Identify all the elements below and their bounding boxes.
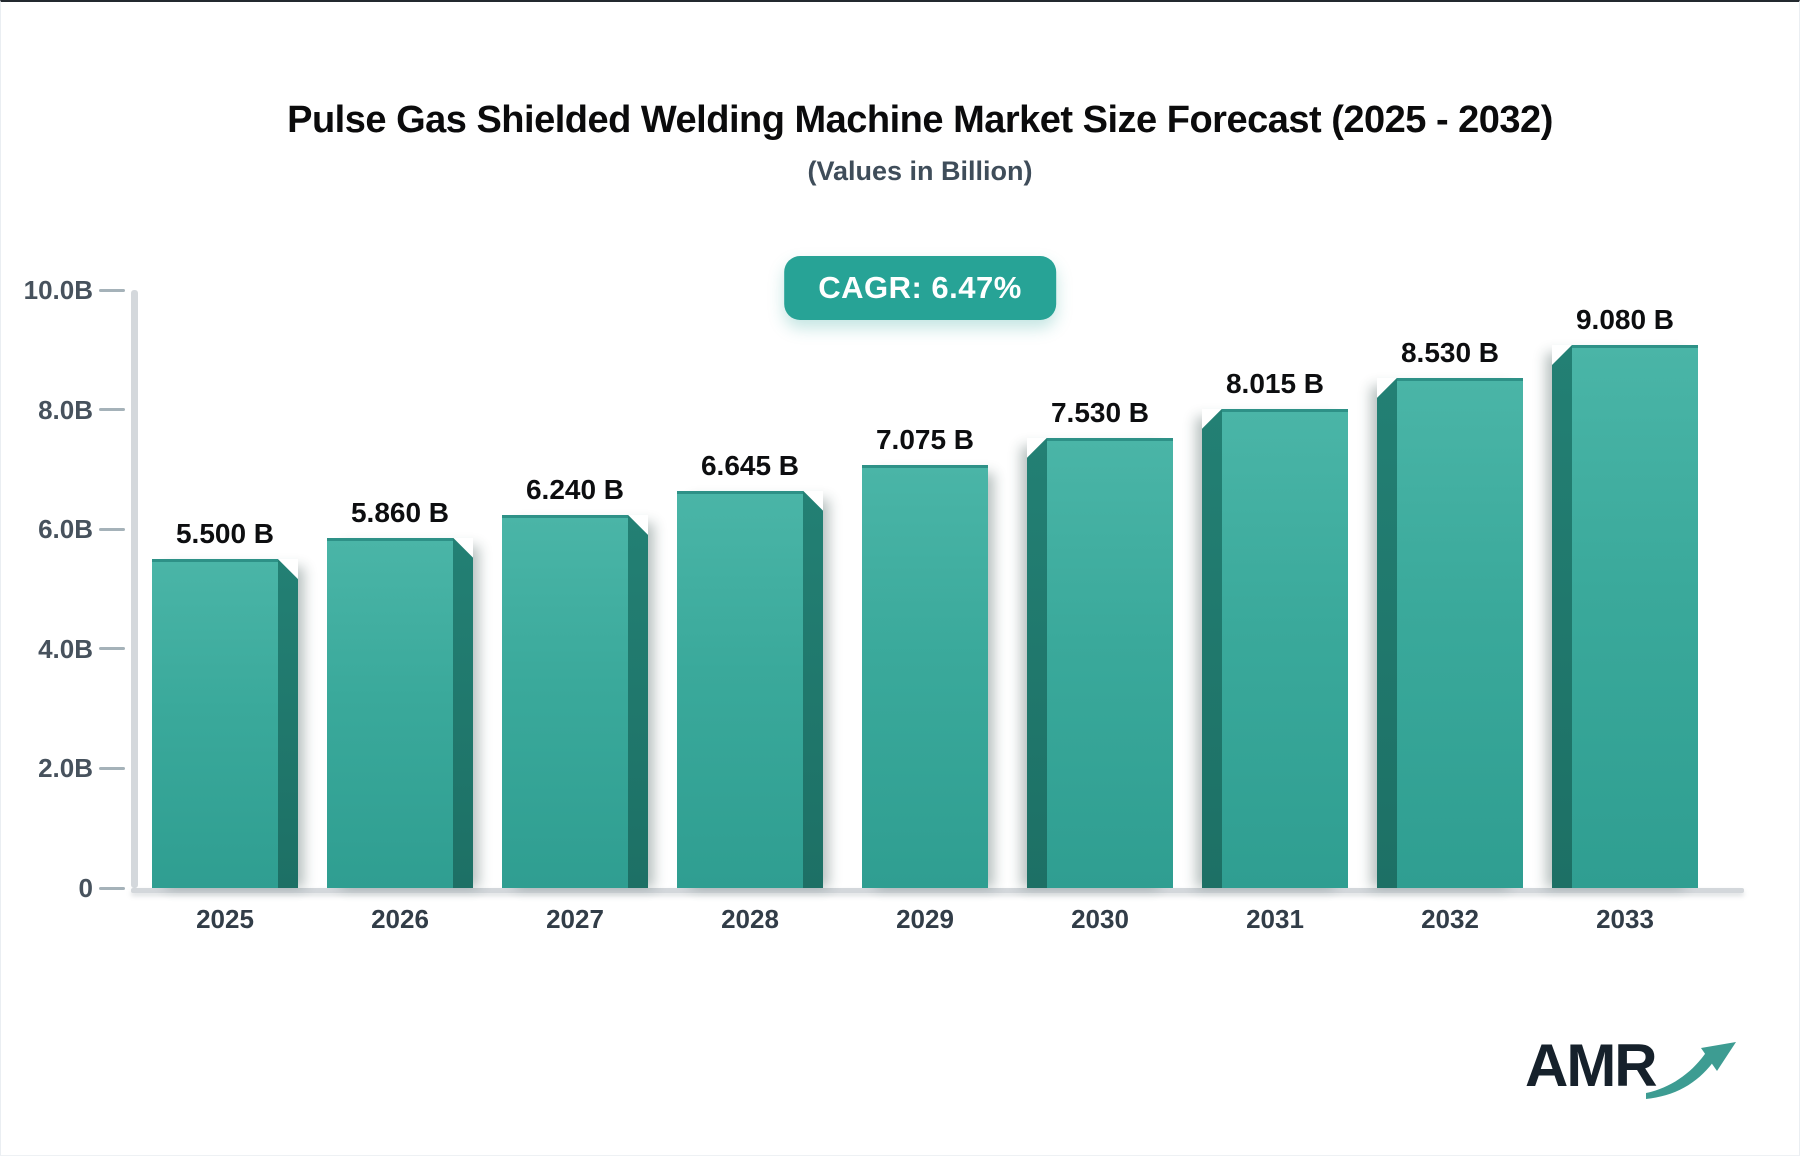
bar-2028[interactable] [677, 490, 823, 888]
bar-value-label: 6.240 B [525, 473, 625, 505]
bar-value-label: 5.860 B [350, 496, 450, 528]
bar-2030[interactable] [1027, 437, 1173, 888]
bar-value-label: 6.645 B [700, 449, 800, 481]
y-axis-line [131, 290, 138, 888]
bar-face [152, 559, 278, 888]
bar-face [677, 490, 803, 888]
bar-face [862, 464, 988, 888]
chart-subtitle: (Values in Billion) [807, 156, 1033, 186]
y-tick-label: 6.0B [38, 514, 93, 545]
y-tick-label: 4.0B [38, 633, 93, 664]
cagr-badge: CAGR: 6.47% [784, 256, 1056, 320]
y-tick-label: 2.0B [38, 753, 93, 784]
chart-title: Pulse Gas Shielded Welding Machine Marke… [287, 99, 1553, 141]
amr-logo-text: AMR [1525, 1032, 1658, 1099]
bar-3d-side [278, 559, 298, 888]
growth-arrow-icon [1645, 1042, 1736, 1099]
y-tick-label: 0 [78, 873, 93, 903]
bar-face [1047, 437, 1173, 888]
bar-face [327, 537, 453, 888]
y-tick-mark [99, 647, 125, 651]
bar-3d-side [1552, 345, 1572, 888]
y-tick-mark [99, 288, 125, 292]
bar-2029[interactable] [862, 464, 988, 888]
bar-value-label: 9.080 B [1575, 304, 1675, 336]
category-label-2027: 2027 [546, 904, 604, 934]
category-label-2029: 2029 [896, 904, 954, 934]
bar-3d-side [628, 514, 648, 888]
bar-3d-side [453, 537, 473, 888]
bar-2026[interactable] [327, 537, 473, 888]
bar-face [1222, 408, 1348, 888]
bar-3d-side [1027, 437, 1047, 888]
category-label-2026: 2026 [371, 904, 429, 934]
bar-3d-side [1377, 377, 1397, 888]
bar-3d-side [803, 490, 823, 888]
bar-value-label: 8.015 B [1225, 367, 1325, 399]
y-tick-mark [99, 408, 125, 412]
bar-value-label: 5.500 B [175, 518, 275, 550]
category-label-2030: 2030 [1071, 904, 1129, 934]
category-label-2031: 2031 [1246, 904, 1304, 934]
bar-2032[interactable] [1377, 377, 1523, 888]
y-tick-mark [99, 527, 125, 531]
y-tick-mark [99, 766, 125, 770]
category-label-2033: 2033 [1596, 904, 1654, 934]
bar-3d-side [1202, 408, 1222, 888]
cagr-badge-label: CAGR: 6.47% [818, 270, 1022, 305]
y-tick-mark [99, 886, 125, 890]
bar-2033[interactable] [1552, 345, 1698, 888]
category-label-2028: 2028 [721, 904, 779, 934]
bar-face [502, 514, 628, 888]
bar-face [1572, 345, 1698, 888]
category-label-2025: 2025 [196, 904, 254, 934]
bar-2031[interactable] [1202, 408, 1348, 888]
amr-logo: AMR [1525, 1034, 1744, 1106]
bar-value-label: 7.530 B [1050, 396, 1150, 428]
x-axis-baseline [131, 888, 1744, 893]
category-label-2032: 2032 [1421, 904, 1479, 934]
bar-value-label: 7.075 B [875, 423, 975, 455]
bar-face [1397, 377, 1523, 888]
bar-value-label: 8.530 B [1400, 336, 1500, 368]
bar-2027[interactable] [502, 514, 648, 888]
bar-2025[interactable] [152, 559, 298, 888]
y-tick-label: 10.0B [23, 275, 93, 305]
chart-header: Pulse Gas Shielded Welding Machine Marke… [41, 98, 1799, 187]
y-tick-label: 8.0B [38, 394, 93, 425]
